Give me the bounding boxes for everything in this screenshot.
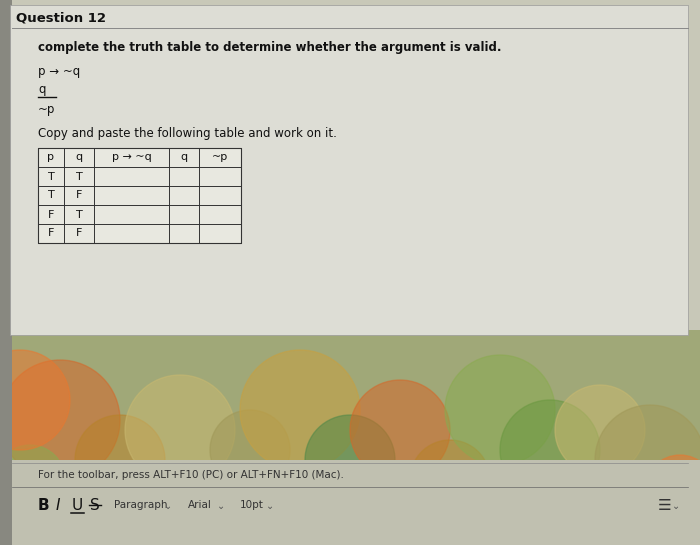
Bar	[0, 0, 12, 545]
Text: S: S	[90, 498, 99, 512]
Text: ☰: ☰	[658, 498, 671, 512]
Circle shape	[60, 480, 120, 540]
Text: p → ~q: p → ~q	[111, 153, 151, 162]
Text: B: B	[38, 498, 50, 512]
Circle shape	[645, 455, 700, 525]
Circle shape	[445, 355, 555, 465]
Text: F: F	[48, 209, 54, 220]
Circle shape	[530, 470, 590, 530]
Text: T: T	[48, 172, 55, 181]
Text: Paragraph: Paragraph	[114, 500, 167, 510]
Text: Arial: Arial	[188, 500, 212, 510]
Text: p → ~q: p → ~q	[38, 65, 80, 78]
Text: F: F	[76, 191, 82, 201]
Text: q: q	[76, 153, 83, 162]
Circle shape	[500, 400, 600, 500]
Circle shape	[210, 410, 290, 490]
Text: 10pt: 10pt	[240, 500, 264, 510]
Bar	[38, 148, 241, 243]
Circle shape	[555, 385, 645, 475]
Circle shape	[125, 375, 235, 485]
Circle shape	[350, 380, 450, 480]
Circle shape	[580, 470, 660, 545]
Text: T: T	[48, 191, 55, 201]
Text: complete the truth table to determine whether the argument is valid.: complete the truth table to determine wh…	[38, 41, 501, 55]
Text: T: T	[76, 172, 83, 181]
Circle shape	[0, 360, 120, 480]
Text: ⌄: ⌄	[217, 501, 225, 511]
Circle shape	[410, 440, 490, 520]
Circle shape	[0, 445, 65, 515]
Circle shape	[595, 405, 700, 515]
Circle shape	[0, 350, 70, 450]
Text: ⌄: ⌄	[164, 501, 172, 511]
Text: U: U	[72, 498, 83, 512]
Text: ⌄: ⌄	[672, 501, 680, 511]
Text: F: F	[48, 228, 54, 239]
Text: q: q	[38, 83, 46, 96]
Text: p: p	[48, 153, 55, 162]
Text: T: T	[76, 209, 83, 220]
Text: I: I	[56, 498, 60, 512]
Bar	[0, 330, 700, 545]
Circle shape	[75, 415, 165, 505]
Text: q: q	[181, 153, 188, 162]
Text: ~p: ~p	[212, 153, 228, 162]
Bar	[0, 460, 700, 545]
Text: For the toolbar, press ALT+F10 (PC) or ALT+FN+F10 (Mac).: For the toolbar, press ALT+F10 (PC) or A…	[38, 470, 344, 480]
Text: ~p: ~p	[38, 104, 55, 117]
Text: F: F	[76, 228, 82, 239]
Text: Copy and paste the following table and work on it.: Copy and paste the following table and w…	[38, 126, 337, 140]
Circle shape	[115, 465, 185, 535]
Circle shape	[240, 350, 360, 470]
Text: ⌄: ⌄	[266, 501, 274, 511]
Text: Question 12: Question 12	[16, 11, 106, 25]
Bar	[10, 5, 688, 335]
Circle shape	[445, 475, 515, 545]
Circle shape	[305, 415, 395, 505]
